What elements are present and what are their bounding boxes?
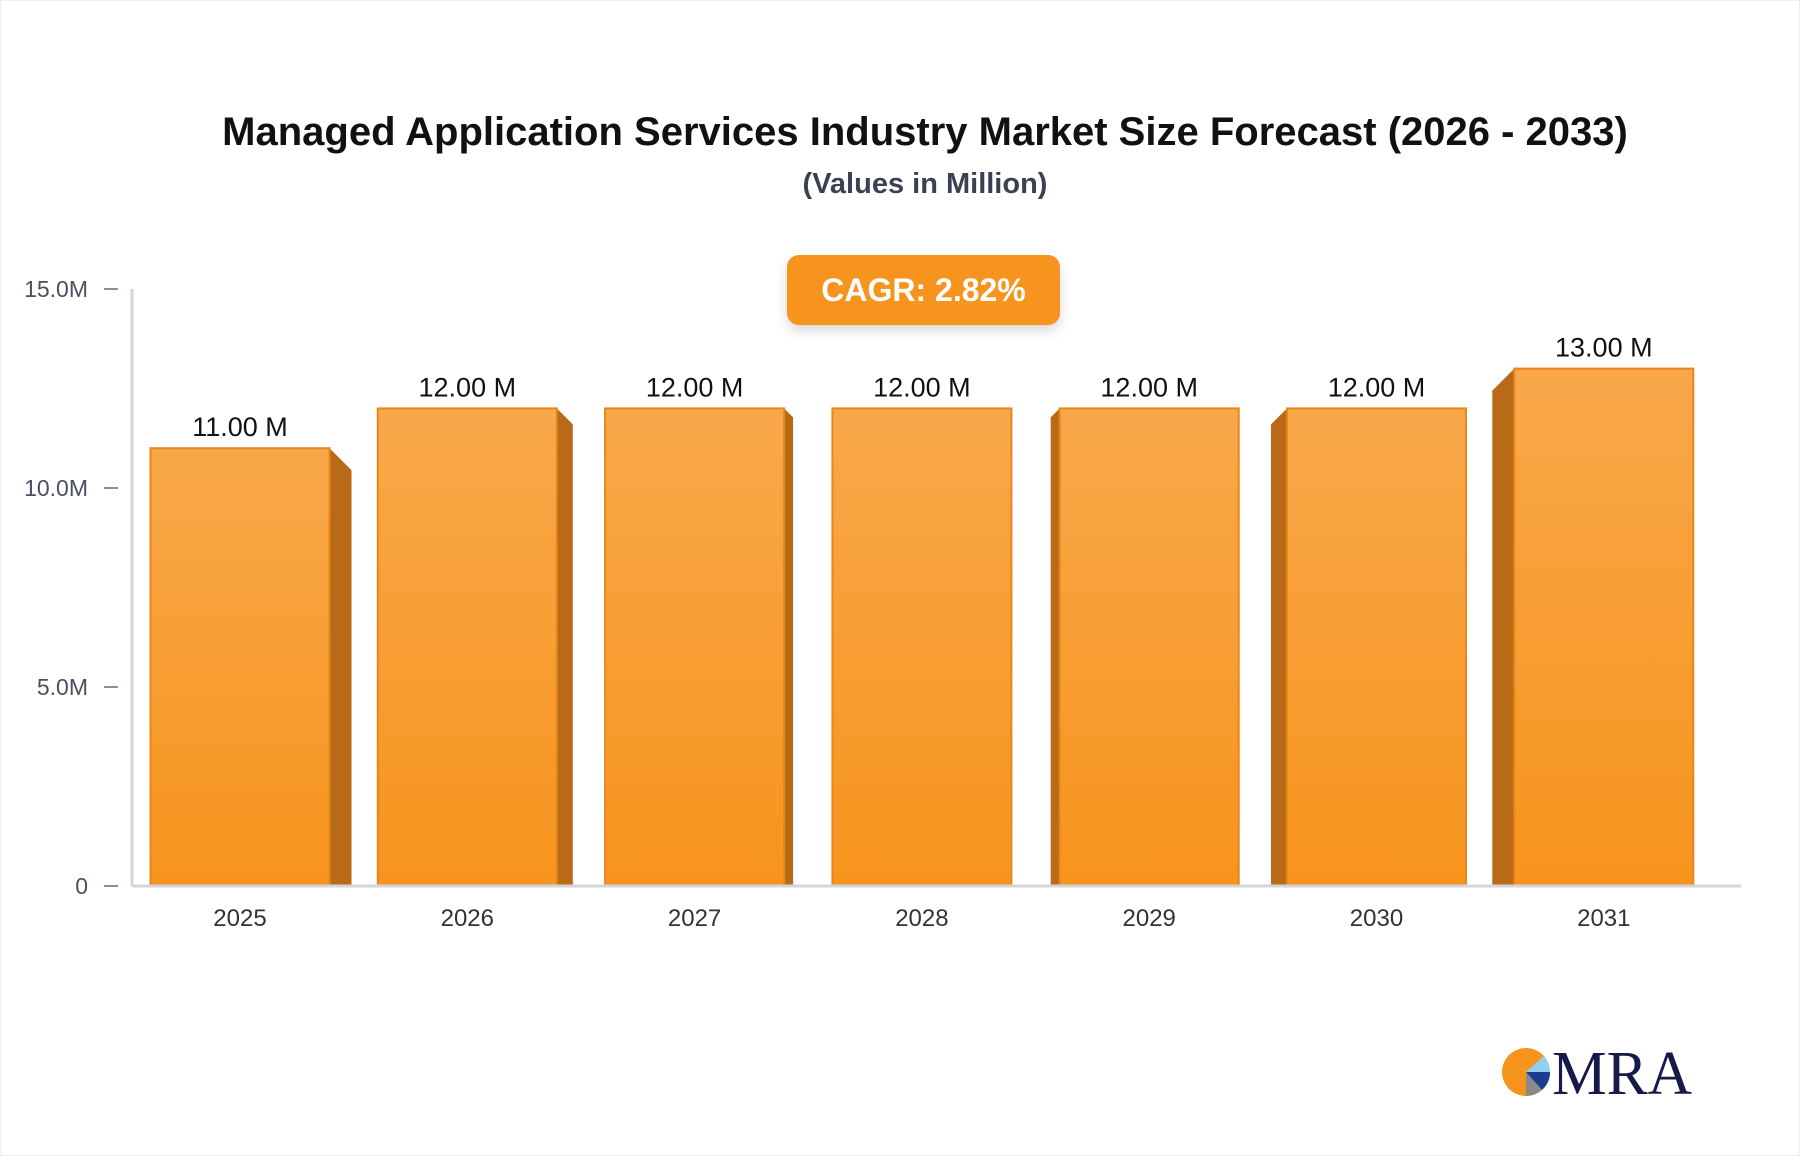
x-tick-label: 2031: [1577, 905, 1630, 932]
x-tick-label: 2026: [441, 905, 494, 932]
bar: [1513, 367, 1695, 888]
x-tick-label: 2029: [1123, 905, 1176, 932]
data-label: 12.00 M: [1100, 372, 1198, 402]
bar: [149, 447, 331, 887]
y-tick-label: 0: [75, 873, 88, 899]
bar-side: [556, 408, 573, 886]
bar: [604, 407, 786, 887]
bar-side: [784, 408, 794, 886]
data-label: 12.00 M: [873, 372, 971, 402]
x-tick-label: 2028: [895, 905, 948, 932]
data-label: 11.00 M: [192, 412, 288, 442]
bar: [831, 407, 1013, 887]
chart-title: Managed Application Services Industry Ma…: [222, 110, 1628, 154]
y-tick-label: 15.0M: [24, 276, 88, 302]
bar: [1286, 407, 1467, 887]
y-tick-label: 10.0M: [24, 475, 88, 501]
mra-logo: MRA: [1502, 1040, 1692, 1100]
x-tick-label: 2025: [213, 905, 266, 932]
bar-side: [1050, 408, 1060, 886]
svg-text:MRA: MRA: [1552, 1040, 1692, 1100]
bar: [1058, 407, 1240, 887]
x-tick-label: 2027: [668, 905, 721, 932]
data-label: 12.00 M: [646, 372, 744, 402]
bar-side: [1271, 408, 1287, 886]
data-label: 13.00 M: [1555, 333, 1653, 363]
chart-subtitle: (Values in Million): [802, 168, 1048, 200]
x-tick-label: 2030: [1350, 905, 1403, 932]
y-tick-label: 5.0M: [37, 674, 88, 700]
bar-side: [1492, 368, 1515, 887]
data-label: 12.00 M: [419, 372, 517, 402]
data-label: 12.00 M: [1328, 372, 1426, 402]
bar: [376, 407, 558, 887]
bar-side: [329, 448, 352, 886]
cagr-badge: CAGR: 2.82%: [787, 255, 1060, 325]
